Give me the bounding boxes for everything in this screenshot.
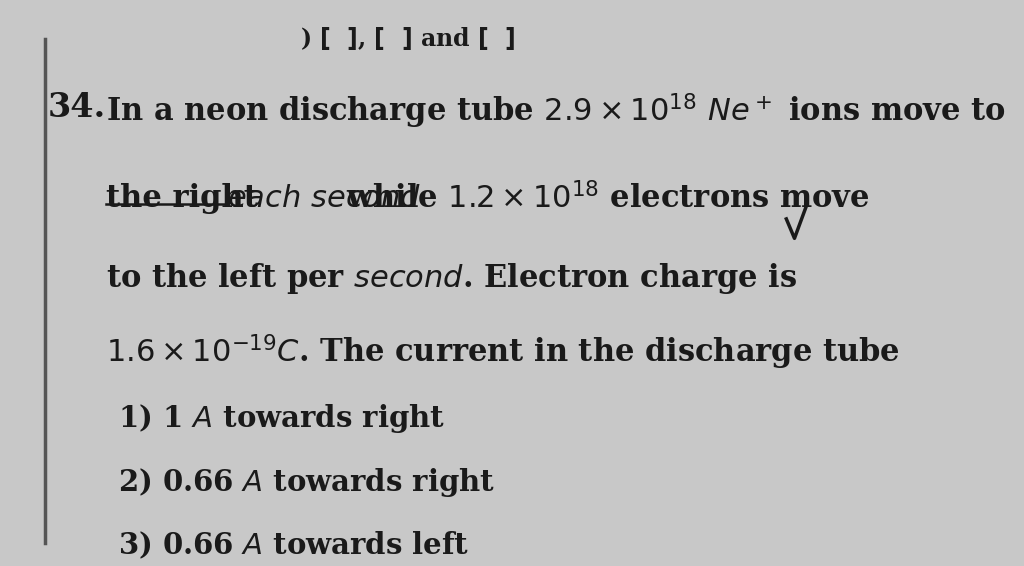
Text: the right: the right xyxy=(105,183,258,214)
Text: In a neon discharge tube $2.9\times10^{18}$ $\mathit{Ne}^+$ ions move to: In a neon discharge tube $2.9\times10^{1… xyxy=(105,92,1006,131)
Text: 1) 1 $\mathit{A}$ towards right: 1) 1 $\mathit{A}$ towards right xyxy=(118,402,445,435)
Text: $\mathit{each\ second}$: $\mathit{each\ second}$ xyxy=(226,183,421,214)
Text: to the left per $\mathit{second}$. Electron charge is: to the left per $\mathit{second}$. Elect… xyxy=(105,260,797,295)
Text: ) $\mathbf{[}$  $\mathbf{]}$, $\mathbf{[}$  $\mathbf{]}$ and $\mathbf{[}$  $\mat: ) $\mathbf{[}$ $\mathbf{]}$, $\mathbf{[}… xyxy=(300,25,515,52)
Text: 3) 0.66 $\mathit{A}$ towards left: 3) 0.66 $\mathit{A}$ towards left xyxy=(118,529,469,561)
Text: 2) 0.66 $\mathit{A}$ towards right: 2) 0.66 $\mathit{A}$ towards right xyxy=(118,466,496,499)
Text: while $1.2\times10^{18}$ electrons move: while $1.2\times10^{18}$ electrons move xyxy=(346,183,870,216)
Text: 34.: 34. xyxy=(47,92,105,125)
Text: $1.6\times10^{-19}C$. The current in the discharge tube: $1.6\times10^{-19}C$. The current in the… xyxy=(105,333,900,372)
